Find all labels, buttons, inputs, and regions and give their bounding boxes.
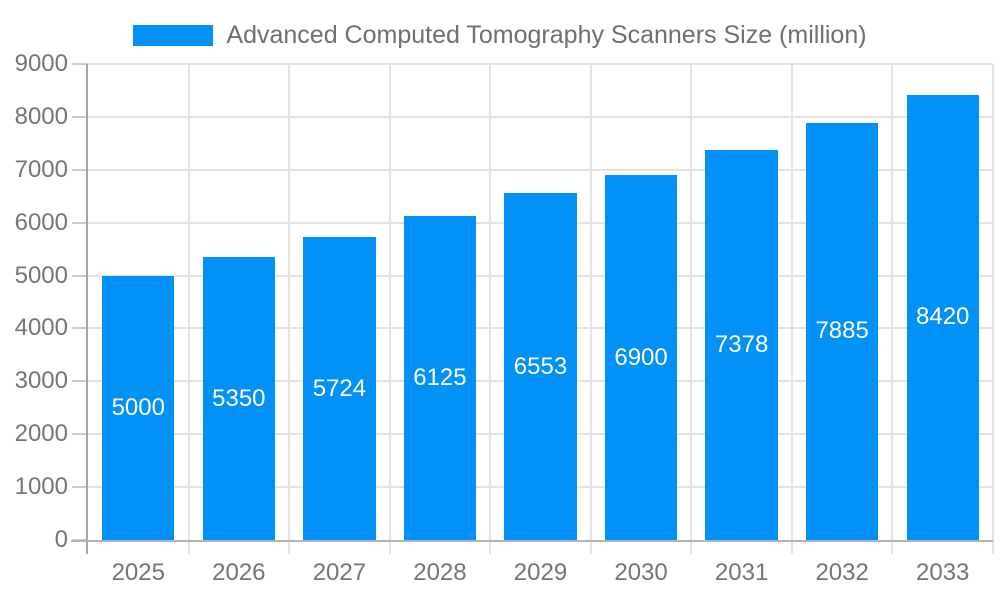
y-tick-3000 [72, 380, 88, 383]
gridline-x-5 [589, 64, 592, 554]
y-tick-4000 [72, 327, 88, 330]
y-tick-5000 [72, 274, 88, 277]
gridline-x-2 [288, 64, 291, 554]
y-axis-label-5000: 5000 [14, 261, 68, 289]
y-tick-8000 [72, 115, 88, 118]
gridline-x-3 [388, 64, 391, 554]
gridline-x-7 [790, 64, 793, 554]
bar-2027: 5724 [303, 237, 376, 540]
x-axis-label-2033: 2033 [916, 559, 970, 586]
y-tick-7000 [72, 168, 88, 171]
bar-value-label-2032: 7885 [815, 317, 869, 345]
gridline-y-8000 [88, 115, 993, 118]
bar-2032: 7885 [805, 122, 879, 540]
bar-value-label-2033: 8420 [916, 303, 970, 331]
bar-value-label-2029: 6553 [513, 352, 568, 380]
gridline-x-4 [489, 64, 492, 554]
gridline-x-8 [891, 64, 894, 554]
gridline-x-6 [690, 64, 693, 554]
y-tick-2000 [72, 433, 88, 436]
x-axis-label-2026: 2026 [212, 559, 266, 586]
x-axis-label-2032: 2032 [815, 559, 869, 586]
y-axis-label-3000: 3000 [14, 367, 68, 395]
bar-2025: 5000 [102, 275, 175, 540]
bar-value-label-2030: 6900 [614, 343, 668, 371]
gridline-x-1 [187, 64, 190, 554]
bar-2031: 7378 [705, 149, 778, 540]
bar-2026: 5350 [202, 257, 276, 540]
bar-2030: 6900 [604, 175, 678, 540]
gridline-x-9 [992, 64, 994, 554]
y-tick-9000 [72, 63, 88, 65]
y-axis-label-4000: 4000 [14, 314, 68, 342]
y-axis-line [86, 64, 88, 554]
legend-item[interactable]: Advanced Computed Tomography Scanners Si… [0, 21, 1000, 50]
plot-area: 0 1000 2000 3000 4000 5000 6000 7000 8000 9000 500… [15, 50, 994, 586]
y-axis-label-0: 0 [54, 526, 68, 553]
legend-swatch [133, 25, 214, 46]
x-axis-label-2030: 2030 [614, 559, 668, 586]
x-axis-line [71, 540, 993, 542]
y-axis-label-1000: 1000 [14, 473, 68, 501]
y-axis-label-8000: 8000 [14, 102, 68, 130]
y-axis-label-9000: 9000 [14, 50, 68, 77]
y-tick-6000 [72, 221, 88, 224]
x-axis-label-2029: 2029 [513, 559, 568, 586]
gridline-y-9000 [88, 63, 993, 65]
legend-label: Advanced Computed Tomography Scanners Si… [226, 21, 867, 49]
x-axis-label-2028: 2028 [413, 559, 467, 586]
y-axis-label-6000: 6000 [14, 208, 68, 236]
bar-value-label-2026: 5350 [212, 384, 266, 412]
gridline-y-7000 [88, 168, 993, 171]
y-axis-label-2000: 2000 [14, 420, 68, 448]
bar-2028: 6125 [403, 216, 477, 540]
x-axis-label-2027: 2027 [312, 559, 367, 586]
y-tick-1000 [72, 486, 88, 489]
x-axis-label-2031: 2031 [714, 559, 769, 586]
bar-value-label-2027: 5724 [312, 374, 367, 402]
bar-2033: 8420 [906, 94, 979, 540]
bar-value-label-2028: 6125 [413, 364, 467, 392]
bar-value-label-2031: 7378 [714, 330, 769, 358]
bar-2029: 6553 [504, 193, 577, 540]
y-axis-label-7000: 7000 [14, 155, 68, 183]
bar-value-label-2025: 5000 [111, 393, 165, 421]
x-axis-label-2025: 2025 [111, 559, 165, 586]
